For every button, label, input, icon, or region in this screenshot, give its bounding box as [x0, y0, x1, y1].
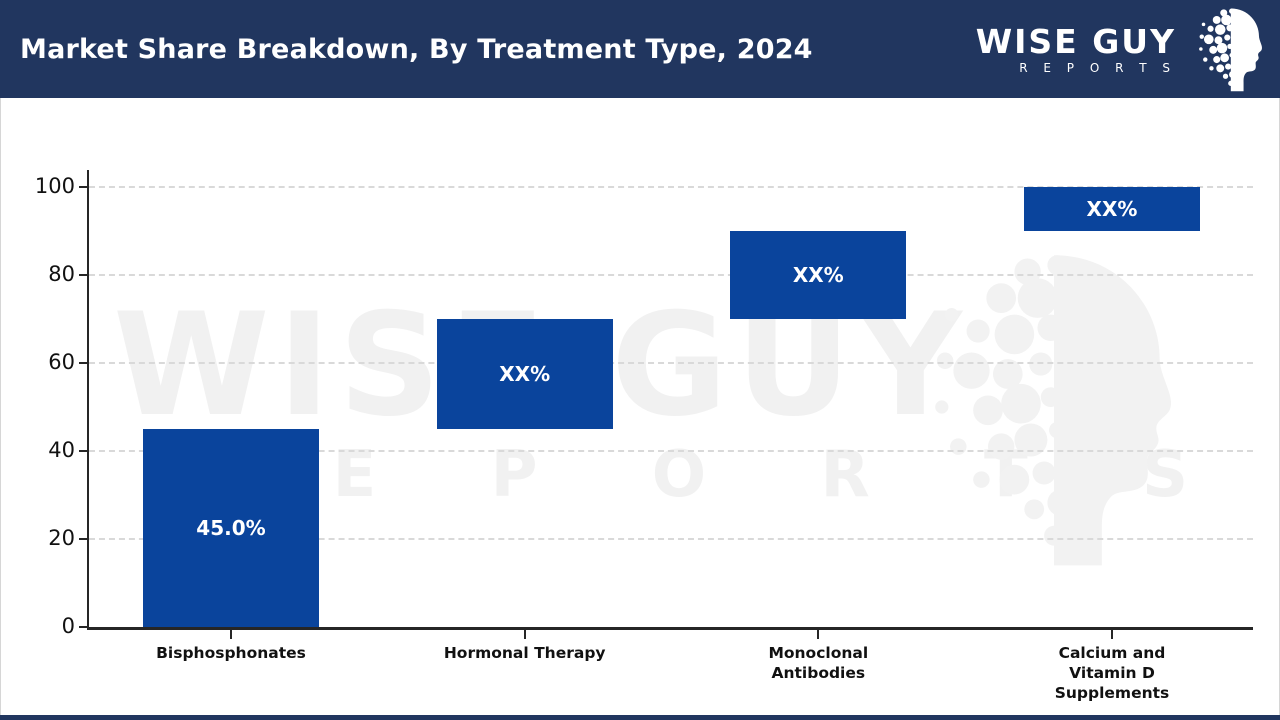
logo-subtitle: R E P O R T S — [1019, 60, 1176, 75]
y-tick-100 — [79, 186, 89, 188]
gridline-y100 — [89, 186, 1253, 188]
x-category-label: Hormonal Therapy — [443, 644, 606, 662]
x-category-label: Bisphosphonates — [156, 644, 306, 662]
y-tick-label-0: 0 — [61, 614, 75, 638]
gridline-y40 — [89, 450, 1253, 452]
gridline-y20 — [89, 538, 1253, 540]
bar-value-label: XX% — [792, 263, 844, 287]
y-tick-0 — [79, 626, 89, 628]
logo-text: WISE GUY R E P O R T S — [976, 25, 1176, 74]
page-title: Market Share Breakdown, By Treatment Typ… — [20, 33, 813, 65]
footer-strip — [0, 715, 1280, 720]
chart-area: WISE GUY R E P O R T S 0 20 40 60 80 100 45.0%… — [0, 98, 1280, 715]
y-tick-label-80: 80 — [48, 262, 75, 286]
gridline-y80 — [89, 274, 1253, 276]
watermark-head-icon — [935, 255, 1172, 566]
x-tick-2 — [523, 630, 526, 639]
x-axis-line — [87, 627, 1253, 630]
y-tick-80 — [79, 274, 89, 276]
y-axis-line — [87, 170, 89, 629]
y-tick-40 — [79, 450, 89, 452]
bar-hormonal-therapy: XX% — [436, 319, 613, 429]
bar-value-label: XX% — [499, 362, 551, 386]
y-tick-label-40: 40 — [48, 438, 75, 462]
y-tick-label-20: 20 — [48, 526, 75, 550]
bar-monoclonal-antibodies: XX% — [730, 231, 907, 319]
wise-guy-reports-logo: WISE GUY R E P O R T S — [976, 5, 1266, 93]
y-tick-label-60: 60 — [48, 350, 75, 374]
y-tick-20 — [79, 538, 89, 540]
gridline-y60 — [89, 362, 1253, 364]
bar-calcium-and-vitamin-d-supplements: XX% — [1024, 187, 1200, 231]
x-tick-1 — [230, 630, 232, 639]
x-category-label: Monoclonal Antibodies — [768, 644, 869, 682]
bar-value-label: 45.0% — [196, 516, 266, 540]
logo-wordmark: WISE GUY — [975, 21, 1176, 61]
y-tick-label-100: 100 — [34, 174, 75, 198]
x-category-label: Calcium and Vitamin D Supplements — [1054, 644, 1170, 702]
bar-value-label: XX% — [1086, 197, 1138, 221]
logo-head-icon — [1199, 8, 1263, 92]
bar-bisphosphonates: 45.0% — [143, 429, 319, 627]
header-bar: Market Share Breakdown, By Treatment Typ… — [0, 0, 1280, 98]
x-tick-4 — [1111, 630, 1113, 639]
y-tick-60 — [79, 362, 89, 364]
x-tick-3 — [817, 630, 820, 639]
